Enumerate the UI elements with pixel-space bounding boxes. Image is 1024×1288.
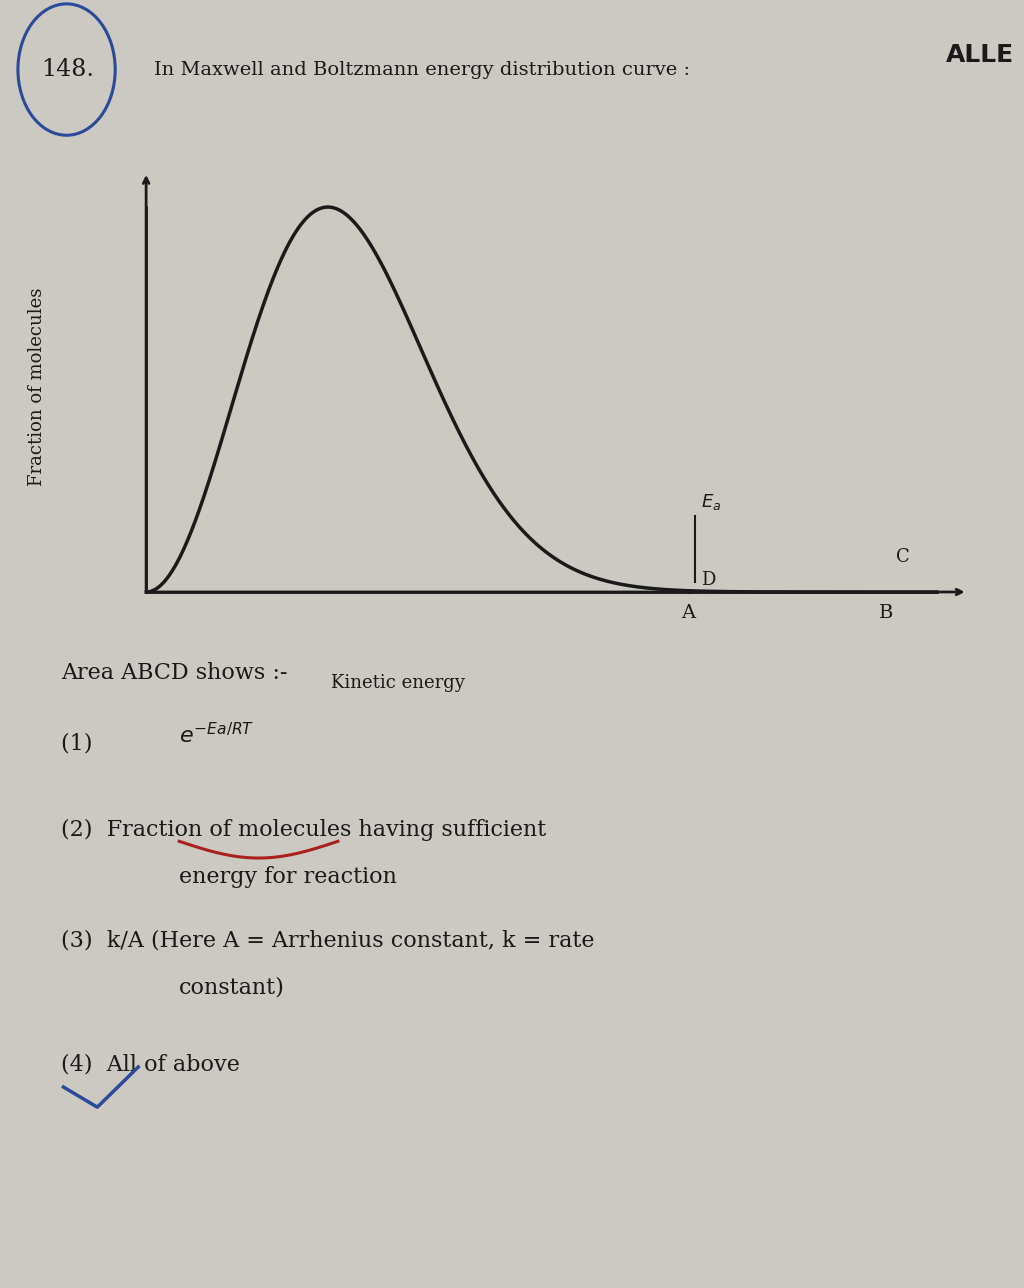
Text: energy for reaction: energy for reaction	[179, 866, 397, 887]
Text: Fraction of molecules: Fraction of molecules	[28, 287, 46, 486]
Text: $e^{-Ea/RT}$: $e^{-Ea/RT}$	[179, 723, 255, 747]
Text: $E_a$: $E_a$	[701, 492, 721, 513]
Text: D: D	[701, 571, 716, 589]
Text: 148.: 148.	[41, 58, 94, 81]
Text: (4)  All of above: (4) All of above	[61, 1054, 241, 1075]
Text: ALLE: ALLE	[945, 44, 1014, 67]
Text: constant): constant)	[179, 976, 285, 998]
Text: In Maxwell and Boltzmann energy distribution curve :: In Maxwell and Boltzmann energy distribu…	[154, 61, 689, 79]
Text: (3)  k/A (Here A = Arrhenius constant, k = rate: (3) k/A (Here A = Arrhenius constant, k …	[61, 930, 595, 952]
Text: (2)  Fraction of molecules having sufficient: (2) Fraction of molecules having suffici…	[61, 819, 547, 841]
Text: C: C	[896, 547, 910, 565]
Text: Kinetic energy: Kinetic energy	[331, 674, 465, 692]
Text: B: B	[879, 604, 893, 622]
Text: A: A	[682, 604, 695, 622]
Text: (1): (1)	[61, 732, 108, 753]
Text: Area ABCD shows :-: Area ABCD shows :-	[61, 662, 288, 684]
